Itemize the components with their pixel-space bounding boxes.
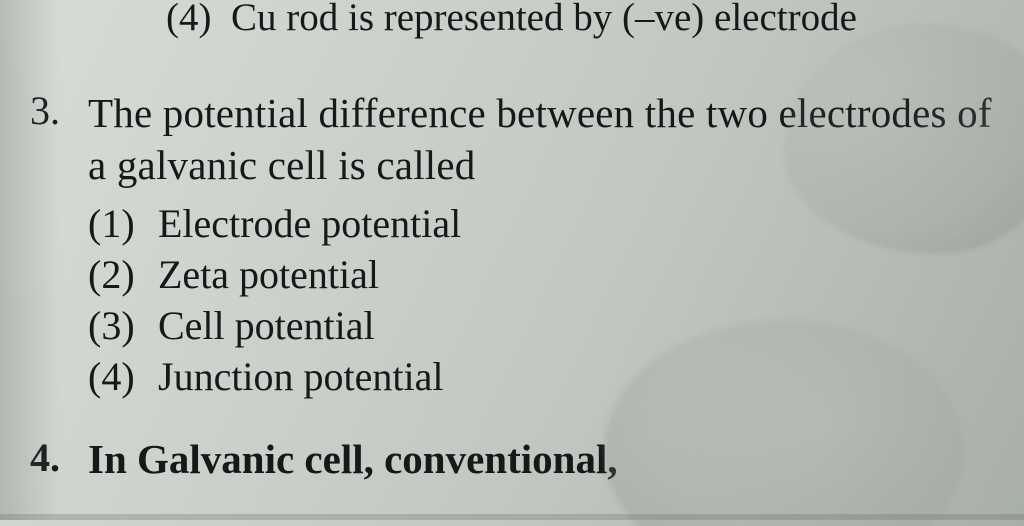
option-text: Zeta potential (158, 249, 379, 300)
option-3: (3) Cell potential (88, 300, 1004, 351)
question-4: 4. In Galvanic cell, conventional, (10, 434, 1004, 485)
option-1: (1) Electrode potential (88, 198, 1004, 249)
page: (4) Cu rod is represented by (–ve) elect… (0, 0, 1024, 520)
option-number: (1) (88, 198, 158, 249)
option-text: Cu rod is represented by (–ve) electrode (231, 0, 857, 39)
question-number: 3. (10, 87, 88, 134)
option-number: (2) (88, 249, 158, 300)
option-text: Junction potential (158, 351, 444, 402)
question-stem: The potential difference between the two… (88, 87, 1004, 192)
option-number: (3) (88, 300, 158, 351)
option-number: (4) (88, 351, 158, 402)
option-text: Electrode potential (158, 198, 461, 249)
option-text: Cell potential (158, 300, 375, 351)
option-4: (4) Junction potential (88, 351, 1004, 402)
option-2: (2) Zeta potential (88, 249, 1004, 300)
question-3: 3. The potential difference between the … (10, 87, 1004, 192)
previous-option-fragment: (4) Cu rod is represented by (–ve) elect… (10, 0, 1004, 43)
question-number: 4. (10, 434, 88, 481)
bottom-edge (0, 514, 1024, 520)
question-stem: In Galvanic cell, conventional, (88, 434, 1004, 485)
option-number: (4) (166, 0, 211, 39)
question-3-options: (1) Electrode potential (2) Zeta potenti… (10, 198, 1004, 403)
